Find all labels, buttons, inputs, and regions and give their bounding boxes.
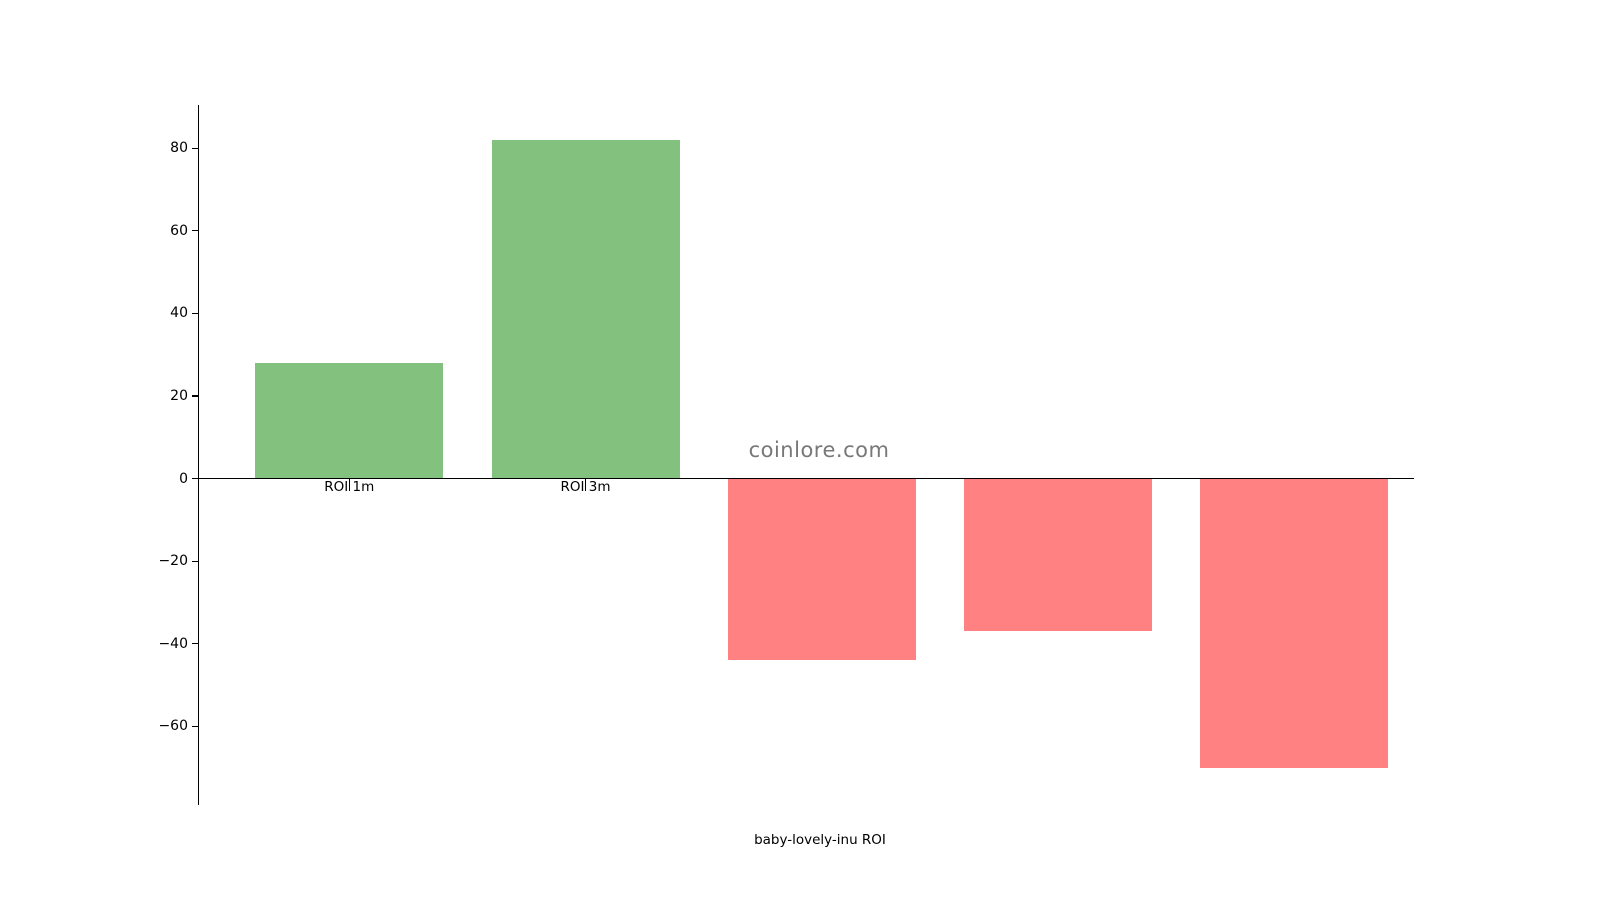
y-tick-label: 80 [170,140,188,157]
y-tick-label: 20 [170,387,188,404]
y-tick-mark [191,147,198,149]
bar-roi-5 [1200,478,1389,768]
y-tick-mark [191,230,198,232]
y-tick-label: 0 [179,470,188,487]
y-tick-mark [191,725,198,727]
bar-roi-4 [963,478,1152,632]
chart-title: baby-lovely-inu ROI [754,832,886,848]
y-tick-mark [191,560,198,562]
bar-roi-1m [255,362,444,479]
bar-roi-3m [491,139,680,479]
y-tick-label: 60 [170,222,188,239]
y-tick-label: −40 [158,635,188,652]
y-tick-label: −60 [158,718,188,735]
y-tick-mark [191,312,198,314]
y-tick-mark [191,643,198,645]
x-tick-mark [348,478,350,491]
y-tick-label: 40 [170,305,188,322]
y-axis-line [197,105,199,805]
y-tick-mark [191,477,198,480]
y-tick-mark [191,395,198,397]
y-tick-label: −20 [158,553,188,570]
bar-roi-3 [727,478,916,661]
x-tick-mark [584,478,587,491]
watermark-text: coinlore.com [748,438,890,462]
